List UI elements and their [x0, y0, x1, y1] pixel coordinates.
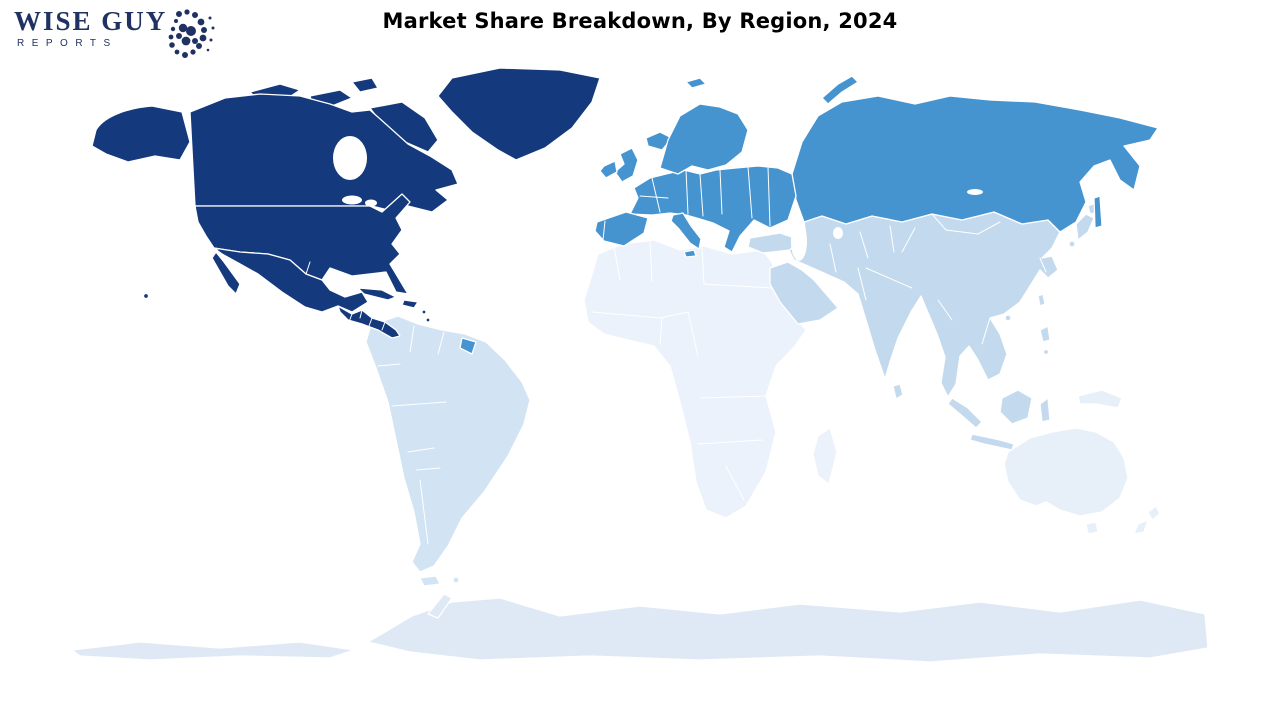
- region-north-america: [91, 67, 601, 339]
- island-falklands: [452, 576, 460, 584]
- arctic-island-3: [351, 77, 379, 93]
- country-greenland: [437, 67, 601, 161]
- europe-borders: [602, 166, 771, 241]
- region-south-america: [365, 315, 531, 587]
- great-lakes-east: [365, 199, 377, 207]
- island-antilles-1: [421, 309, 427, 315]
- country-new-zealand-north: [1147, 505, 1161, 521]
- peninsula-baja: [211, 251, 241, 295]
- island-hainan: [1004, 314, 1012, 322]
- continent-africa: [583, 239, 807, 519]
- lake-baikal: [967, 189, 983, 195]
- country-canada: [189, 93, 459, 213]
- island-taiwan: [1037, 293, 1046, 307]
- island-novaya-zemlya: [821, 75, 859, 105]
- region-africa: [583, 239, 838, 519]
- page-title: Market Share Breakdown, By Region, 2024: [382, 9, 898, 33]
- island-hawaii: [142, 292, 150, 300]
- asia-borders: [829, 213, 1047, 345]
- island-madagascar: [812, 427, 838, 485]
- island-sulawesi: [1039, 397, 1051, 423]
- island-antilles-2: [425, 317, 431, 323]
- island-svalbard: [685, 77, 707, 89]
- region-europe-russia: [459, 75, 1159, 355]
- country-russia: [791, 95, 1159, 233]
- caspian-sea: [791, 223, 807, 261]
- island-tierra-del-fuego: [419, 575, 441, 587]
- country-borders: [305, 166, 1047, 545]
- iberian-peninsula: [594, 211, 649, 247]
- country-japan-honshu: [1075, 213, 1095, 241]
- island-philippines-south: [1042, 348, 1050, 356]
- arabian-peninsula: [769, 261, 839, 325]
- state-alaska: [91, 105, 191, 163]
- island-sri-lanka: [892, 383, 904, 400]
- great-lakes-west: [342, 195, 362, 205]
- country-australia: [1003, 427, 1129, 517]
- island-philippines: [1039, 325, 1051, 343]
- island-hispaniola: [401, 299, 419, 309]
- region-oceania: [1003, 389, 1161, 535]
- logo-text: WISE GUY REPORTS: [14, 6, 168, 50]
- wise-guy-logo: WISE GUY REPORTS: [14, 8, 217, 66]
- aral-sea: [833, 227, 843, 239]
- continent-south-america: [365, 315, 531, 573]
- country-antarctica-main: [367, 597, 1209, 663]
- country-ireland: [599, 160, 618, 179]
- north-america-borders: [305, 261, 386, 331]
- country-mexico: [213, 247, 369, 313]
- country-turkey: [747, 232, 799, 254]
- dotted-head-icon: [168, 9, 215, 58]
- scandinavia: [659, 103, 749, 175]
- europe-mainland: [629, 165, 797, 253]
- country-uk: [614, 147, 639, 183]
- antarctic-peninsula: [427, 593, 453, 619]
- island-sakhalin: [1093, 195, 1103, 229]
- region-antarctica: [71, 593, 1209, 663]
- country-italy: [670, 212, 702, 250]
- south-america-borders: [377, 325, 447, 545]
- region-asia: [747, 201, 1101, 451]
- island-new-guinea: [1077, 389, 1123, 409]
- africa-borders: [591, 240, 773, 501]
- country-japan-kyushu: [1068, 240, 1076, 248]
- island-borneo: [999, 389, 1033, 425]
- logo-line2: REPORTS: [17, 38, 118, 49]
- country-new-zealand-south: [1133, 519, 1149, 535]
- island-tasmania: [1085, 521, 1099, 535]
- hudson-bay: [333, 136, 367, 180]
- island-sicily: [683, 249, 697, 258]
- logo-line1: WISE GUY: [14, 6, 168, 36]
- territory-french-guiana: [459, 337, 477, 355]
- inland-water: [333, 136, 983, 261]
- dotted-head-dots: [168, 9, 215, 58]
- island-cuba: [357, 287, 397, 301]
- island-sumatra: [947, 397, 983, 429]
- island-java: [969, 433, 1015, 451]
- country-antarctica-west: [71, 641, 355, 661]
